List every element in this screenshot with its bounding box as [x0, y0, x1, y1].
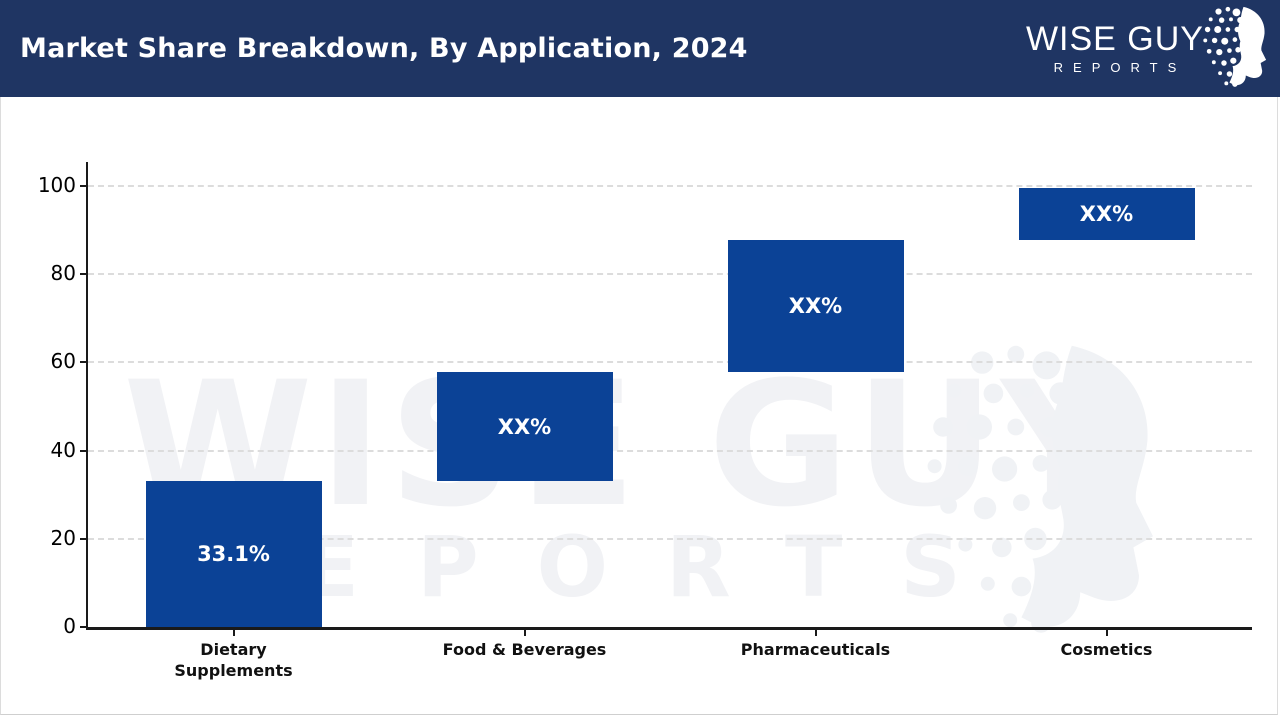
- header: Market Share Breakdown, By Application, …: [0, 0, 1280, 97]
- logo-text-block: WISE GUY REPORTS: [1026, 22, 1204, 75]
- bar-value-label: XX%: [497, 414, 552, 439]
- gridline-80: [88, 273, 1252, 276]
- x-tick-1: [232, 629, 235, 636]
- wiseguy-head-icon: [1192, 5, 1270, 93]
- logo-wordmark: WISE GUY: [1025, 20, 1204, 58]
- y-tick-label-20: 20: [50, 525, 76, 550]
- x-tick-4: [1105, 629, 1108, 636]
- bar-value-label: XX%: [1079, 202, 1134, 226]
- bar-segment-4: XX%: [1018, 188, 1195, 240]
- y-tick-label-0: 0: [63, 614, 76, 638]
- gridline-60: [88, 361, 1252, 364]
- x-axis-line: [86, 627, 1252, 630]
- y-tick-label-40: 40: [50, 437, 76, 462]
- y-tick-100: [80, 185, 88, 187]
- x-category-label-2: Food & Beverages: [442, 640, 607, 659]
- y-tick-0: [80, 626, 88, 628]
- y-tick-label-60: 60: [50, 349, 76, 374]
- bar-segment-1: 33.1%: [145, 481, 322, 627]
- page-title: Market Share Breakdown, By Application, …: [20, 33, 748, 64]
- bar-segment-2: XX%: [436, 372, 613, 482]
- watermark-head-icon: [887, 322, 1167, 672]
- y-tick-label-100: 100: [37, 173, 76, 197]
- y-tick-40: [80, 449, 88, 452]
- logo-subtext: REPORTS: [1053, 60, 1187, 75]
- y-tick-20: [80, 537, 88, 540]
- x-category-label-4: Cosmetics: [1060, 640, 1153, 659]
- bar-value-label: 33.1%: [197, 542, 270, 566]
- y-tick-label-80: 80: [50, 261, 76, 286]
- y-tick-60: [80, 361, 88, 364]
- y-tick-80: [80, 273, 88, 276]
- gridline-100: [88, 185, 1252, 187]
- x-tick-3: [814, 629, 817, 636]
- bar-value-label: XX%: [788, 293, 843, 318]
- y-axis-line: [86, 162, 88, 629]
- wiseguy-logo: WISE GUY REPORTS: [1026, 5, 1270, 93]
- x-tick-2: [523, 629, 526, 636]
- bar-segment-3: XX%: [727, 239, 904, 373]
- x-category-label-3: Pharmaceuticals: [740, 640, 891, 659]
- gridline-40: [88, 449, 1252, 452]
- x-category-label-1: Dietary Supplements: [174, 640, 293, 680]
- gridline-20: [88, 537, 1252, 540]
